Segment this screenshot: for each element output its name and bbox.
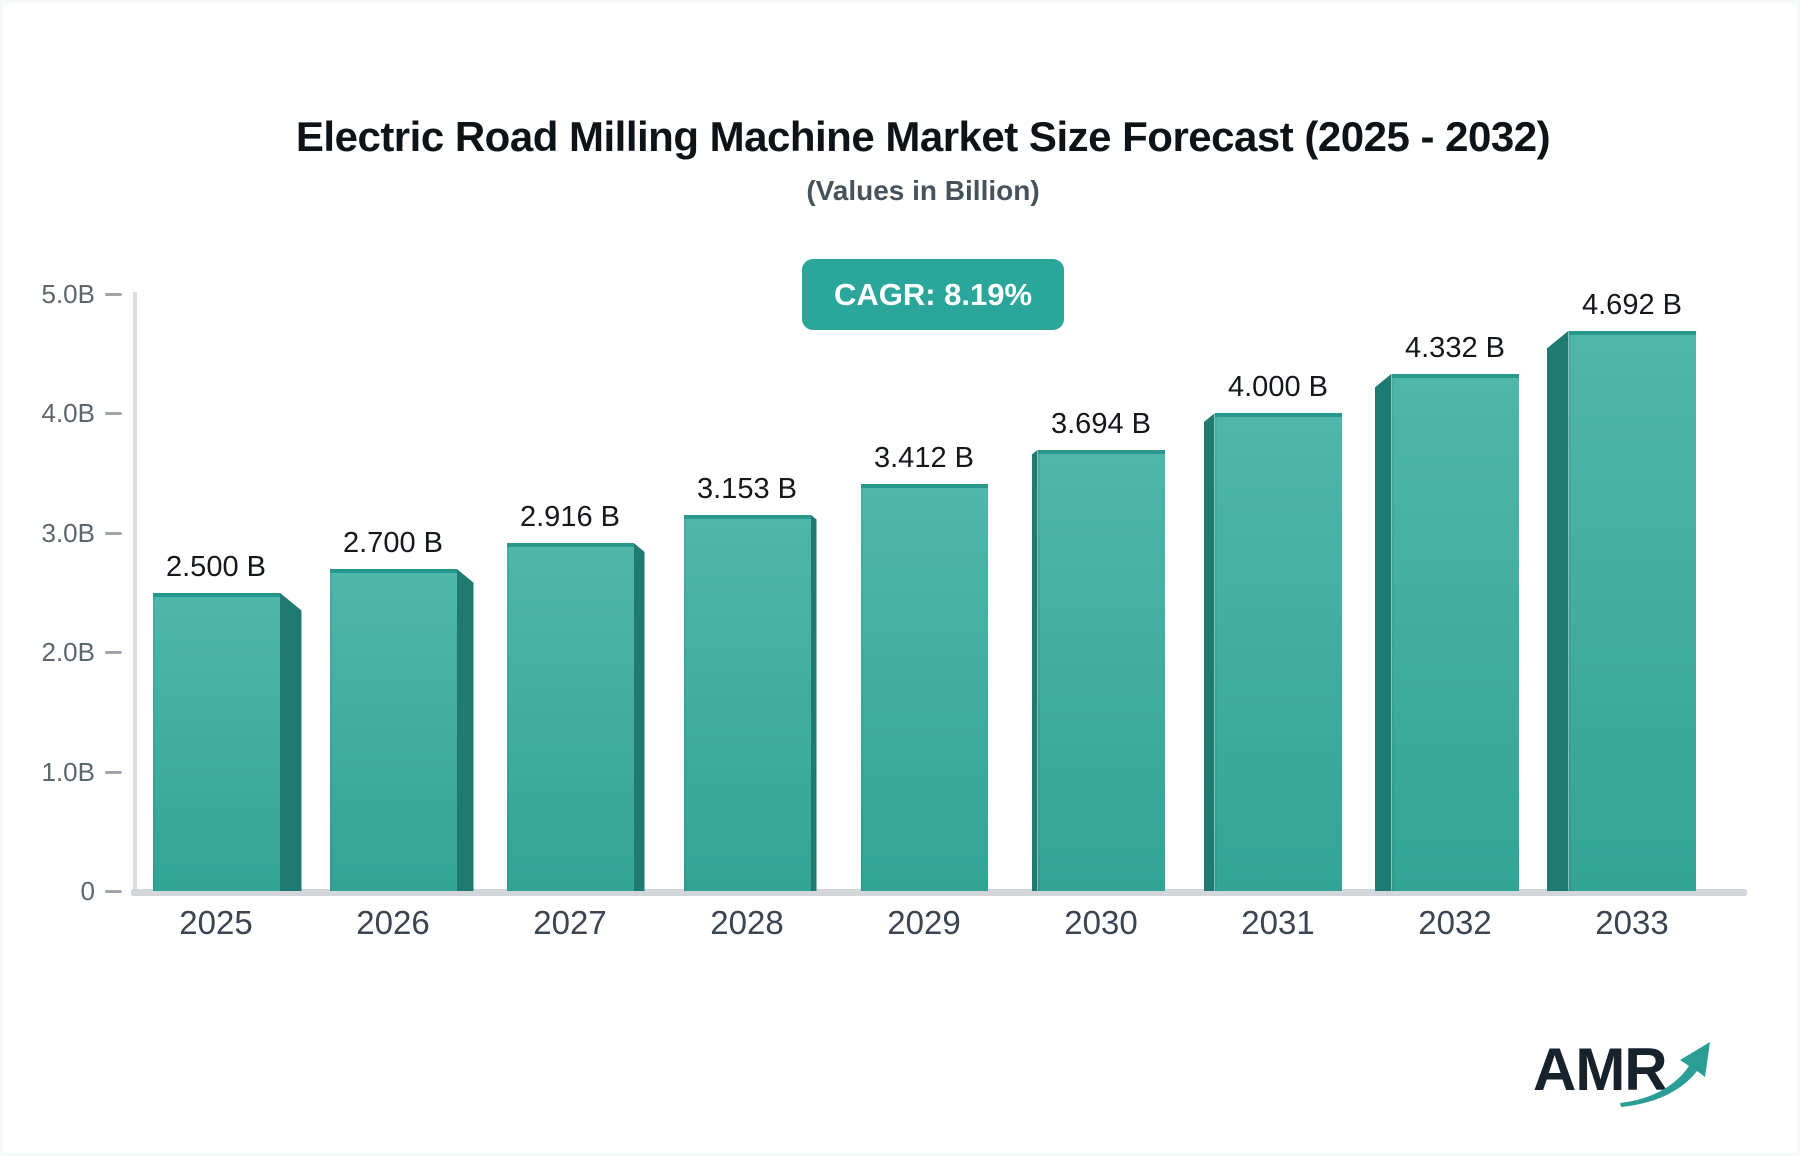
cagr-badge: CAGR: 8.19% xyxy=(802,259,1064,330)
y-tick-label: 3.0B xyxy=(41,517,96,548)
x-tick-label-2029: 2029 xyxy=(887,904,961,941)
bar-side-shadow xyxy=(1203,413,1215,891)
y-tick-dash xyxy=(105,412,122,416)
amr-logo[interactable]: AMR xyxy=(1525,1035,1795,1135)
x-tick-label-2033: 2033 xyxy=(1595,904,1669,941)
bar-group-2033 xyxy=(1546,330,1696,891)
bar-group-2029 xyxy=(860,483,988,891)
bar-side-shadow xyxy=(456,568,474,891)
bar-value-label: 4.332 B xyxy=(1405,331,1505,364)
bar-face-2032[interactable] xyxy=(1391,373,1519,891)
bar-face-2030[interactable] xyxy=(1037,449,1165,891)
bar-group-2030 xyxy=(1031,449,1165,891)
bar-side-shadow xyxy=(1374,373,1392,891)
x-tick-label-2025: 2025 xyxy=(179,904,253,941)
bar-face-2025[interactable] xyxy=(152,592,280,891)
x-tick-label-2027: 2027 xyxy=(533,904,607,941)
x-axis-line xyxy=(131,889,1747,896)
x-tick-label-2028: 2028 xyxy=(710,904,784,941)
bar-face-2031[interactable] xyxy=(1214,413,1342,891)
chart-card: Electric Road Milling Machine Market Siz… xyxy=(3,3,1797,1153)
bar-value-label: 4.692 B xyxy=(1582,288,1682,321)
bar-value-label: 2.500 B xyxy=(166,550,266,583)
y-tick-label: 5.0B xyxy=(41,279,96,309)
y-tick-dash xyxy=(105,890,122,893)
bar-group-2028 xyxy=(683,514,817,891)
bar-group-2026 xyxy=(329,568,474,891)
chart-title: Electric Road Milling Machine Market Siz… xyxy=(295,113,1551,160)
chart-subtitle: (Values in Billion) xyxy=(806,175,1040,206)
x-tick-label-2030: 2030 xyxy=(1064,904,1138,941)
y-tick-dash xyxy=(105,293,122,296)
bar-face-2028[interactable] xyxy=(683,514,811,891)
bar-side-shadow xyxy=(279,592,302,891)
y-tick-dash xyxy=(105,770,122,774)
bar-chart-plot: 5.0B 4.0B 3.0B 2.0B 1.0B 0 2.500 B 2.700 B 2.91… xyxy=(3,3,1797,1153)
y-tick-dash xyxy=(105,531,122,535)
y-tick-label: 4.0B xyxy=(41,398,96,429)
bar-side-shadow xyxy=(810,514,817,891)
bar-value-label: 3.153 B xyxy=(697,472,797,505)
bar-face-2026[interactable] xyxy=(329,568,457,891)
bar-value-label: 4.000 B xyxy=(1228,371,1328,404)
bar-side-shadow xyxy=(633,542,645,891)
y-tick-label: 2.0B xyxy=(41,637,96,668)
bar-group-2027 xyxy=(506,542,645,891)
bar-face-2027[interactable] xyxy=(506,542,634,891)
bar-side-shadow xyxy=(1031,449,1038,891)
amr-logo-text: AMR xyxy=(1533,1036,1668,1103)
bar-group-2025 xyxy=(152,592,302,891)
bar-value-label: 2.700 B xyxy=(343,526,443,559)
bar-value-label: 3.694 B xyxy=(1051,407,1151,440)
y-tick-label: 0 xyxy=(80,876,95,906)
trending-up-arrow-icon xyxy=(1620,1042,1710,1107)
bar-face-2033[interactable] xyxy=(1568,330,1696,891)
bar-group-2032 xyxy=(1374,373,1519,891)
bar-value-label: 3.412 B xyxy=(874,441,974,474)
y-axis-line xyxy=(133,292,137,893)
x-tick-label-2026: 2026 xyxy=(356,904,430,941)
bar-side-shadow xyxy=(1546,330,1569,891)
bar-value-label: 2.916 B xyxy=(520,500,620,533)
x-tick-label-2032: 2032 xyxy=(1418,904,1492,941)
y-tick-dash xyxy=(105,651,122,655)
y-tick-label: 1.0B xyxy=(41,756,96,787)
bar-face-2029[interactable] xyxy=(860,483,988,891)
bar-group-2031 xyxy=(1203,413,1342,891)
x-tick-label-2031: 2031 xyxy=(1241,904,1315,941)
